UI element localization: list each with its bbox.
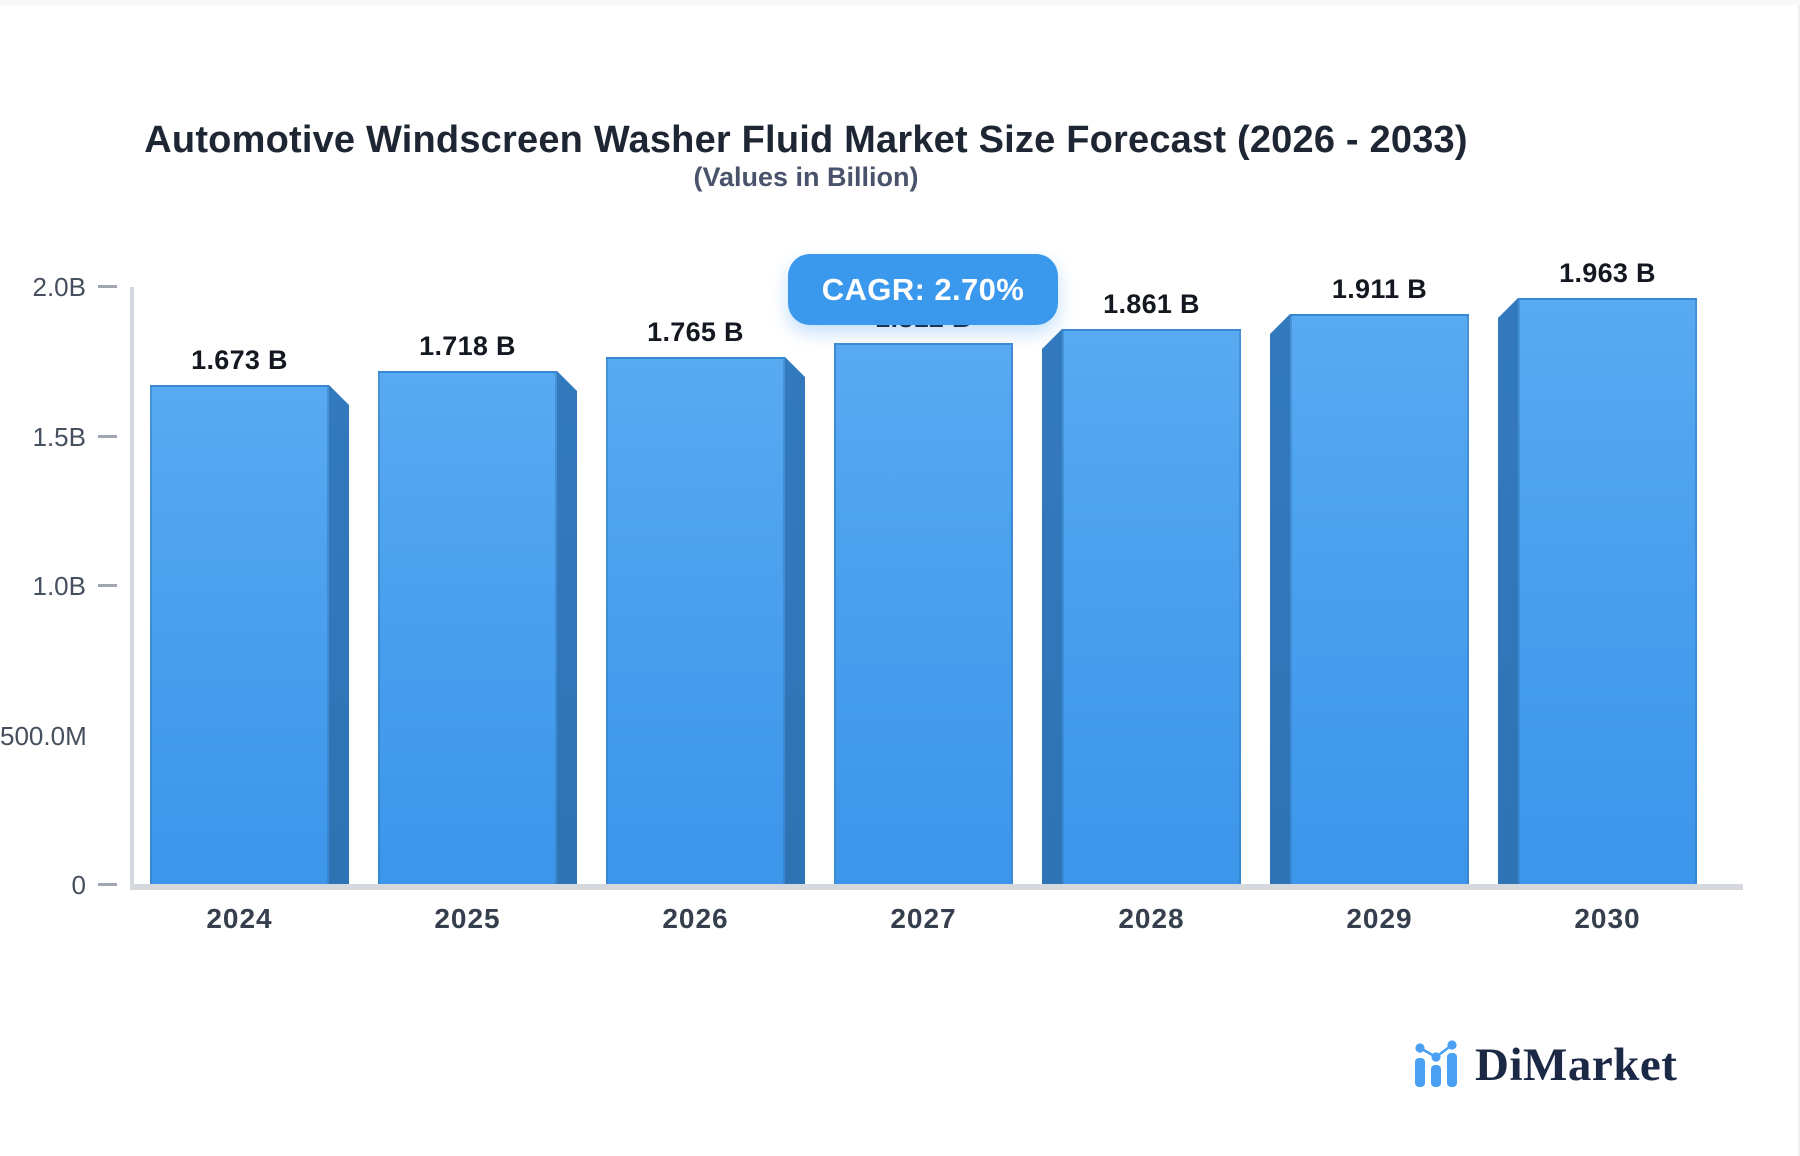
page-title: Automotive Windscreen Washer Fluid Marke… — [144, 119, 1468, 162]
page-subtitle: (Values in Billion) — [693, 162, 919, 192]
y-axis-line — [130, 287, 134, 890]
y-tick-mark-0 — [98, 883, 117, 886]
bar-3d-side-2024 — [329, 385, 349, 890]
x-tick-label-2025: 2025 — [434, 903, 501, 934]
bar-value-label-2025: 1.718 B — [419, 331, 516, 361]
bar-3d-side-2025 — [557, 371, 577, 890]
y-tick-label-1.5B: 1.5B — [32, 421, 87, 452]
y-tick-label-500.0M: 500.0M — [0, 720, 87, 751]
x-tick-label-2027: 2027 — [890, 903, 957, 934]
cagr-badge: CAGR: 2.70% — [788, 254, 1058, 325]
x-tick-label-2030: 2030 — [1574, 903, 1641, 934]
y-tick-label-1.0B: 1.0B — [32, 571, 87, 601]
bar-2028 — [1062, 329, 1241, 890]
y-tick-mark-1.5B — [98, 434, 117, 438]
x-tick-label-2029: 2029 — [1346, 903, 1413, 934]
bar-value-label-2029: 1.911 B — [1331, 274, 1428, 304]
bar-value-label-2028: 1.861 B — [1103, 289, 1200, 319]
x-tick-label-2028: 2028 — [1118, 903, 1185, 934]
y-tick-label-0: 0 — [71, 870, 86, 900]
brand-name: DiMarket — [1475, 1039, 1678, 1092]
frame-top-border — [0, 0, 1800, 5]
bar-3d-side-2028 — [1042, 329, 1062, 890]
bar-value-label-2030: 1.963 B — [1559, 258, 1656, 288]
bar-2025 — [378, 371, 557, 890]
bar-2027 — [834, 343, 1013, 890]
x-axis-baseline — [130, 884, 1743, 890]
bar-value-label-2024: 1.673 B — [191, 345, 288, 375]
bar-3d-side-2030 — [1498, 298, 1518, 890]
dimarket-bar-chart-icon — [1415, 1040, 1457, 1087]
y-tick-mark-2.0B — [98, 285, 117, 288]
bar-3d-side-2029 — [1270, 314, 1290, 890]
brand-logo: DiMarket — [1412, 1039, 1678, 1092]
bar-value-label-2026: 1.765 B — [647, 317, 744, 347]
bar-2029 — [1290, 314, 1469, 890]
x-tick-label-2026: 2026 — [662, 903, 729, 934]
bar-2026 — [606, 357, 785, 890]
bar-2024 — [150, 385, 329, 890]
y-tick-mark-1.0B — [98, 584, 117, 587]
y-tick-label-2.0B: 2.0B — [32, 272, 87, 302]
bar-2030 — [1518, 298, 1697, 890]
bar-3d-side-2026 — [785, 357, 805, 890]
x-tick-label-2024: 2024 — [206, 903, 273, 934]
